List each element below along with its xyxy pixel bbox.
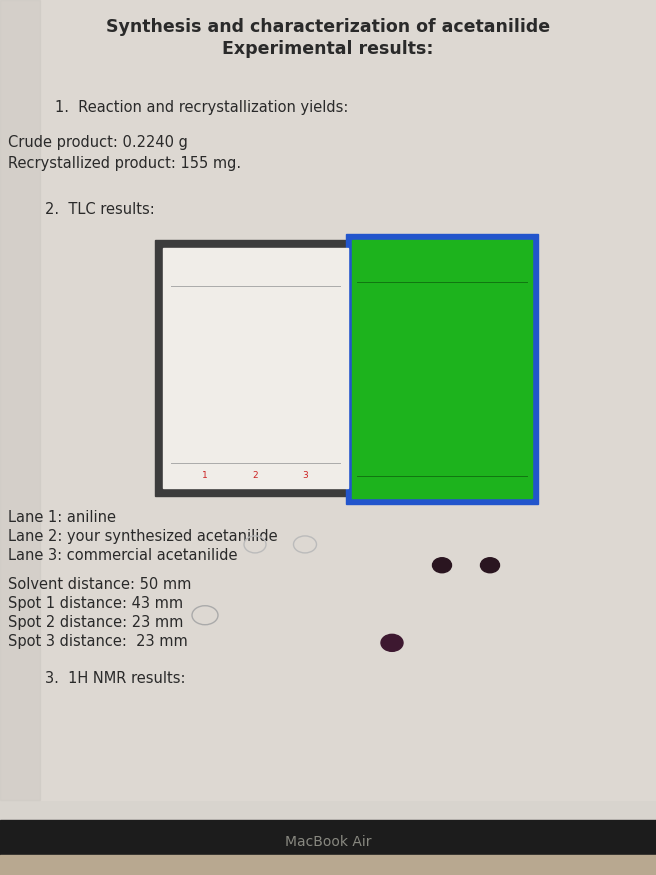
Bar	[0, 855, 656, 875]
Text: 2.  TLC results:: 2. TLC results:	[45, 202, 155, 217]
Text: Lane 1: aniline: Lane 1: aniline	[8, 510, 116, 525]
Bar	[0, 820, 656, 875]
Text: Lane 3: commercial acetanilide: Lane 3: commercial acetanilide	[8, 548, 237, 563]
Text: 1.  Reaction and recrystallization yields:: 1. Reaction and recrystallization yields…	[55, 100, 348, 115]
Text: Spot 1 distance: 43 mm: Spot 1 distance: 43 mm	[8, 596, 183, 611]
Text: 2: 2	[252, 471, 258, 480]
Text: Solvent distance: 50 mm: Solvent distance: 50 mm	[8, 577, 192, 592]
Bar	[155, 240, 356, 496]
Bar	[163, 248, 348, 488]
Ellipse shape	[480, 557, 499, 573]
Text: Synthesis and characterization of acetanilide: Synthesis and characterization of acetan…	[106, 18, 550, 36]
Bar	[346, 234, 538, 504]
Text: Spot 2 distance: 23 mm: Spot 2 distance: 23 mm	[8, 615, 184, 630]
Ellipse shape	[432, 557, 451, 573]
Ellipse shape	[381, 634, 403, 651]
Text: 3.  1H NMR results:: 3. 1H NMR results:	[45, 671, 186, 686]
Bar	[0, 0, 40, 800]
Bar	[352, 240, 532, 498]
Text: 3: 3	[302, 471, 308, 480]
Text: Recrystallized product: 155 mg.: Recrystallized product: 155 mg.	[8, 156, 241, 171]
Text: 1: 1	[202, 471, 208, 480]
Text: Crude product: 0.2240 g: Crude product: 0.2240 g	[8, 135, 188, 150]
Text: Lane 2: your synthesized acetanilide: Lane 2: your synthesized acetanilide	[8, 529, 277, 544]
Text: Spot 3 distance:  23 mm: Spot 3 distance: 23 mm	[8, 634, 188, 649]
Text: MacBook Air: MacBook Air	[285, 835, 371, 849]
Text: Experimental results:: Experimental results:	[222, 40, 434, 58]
